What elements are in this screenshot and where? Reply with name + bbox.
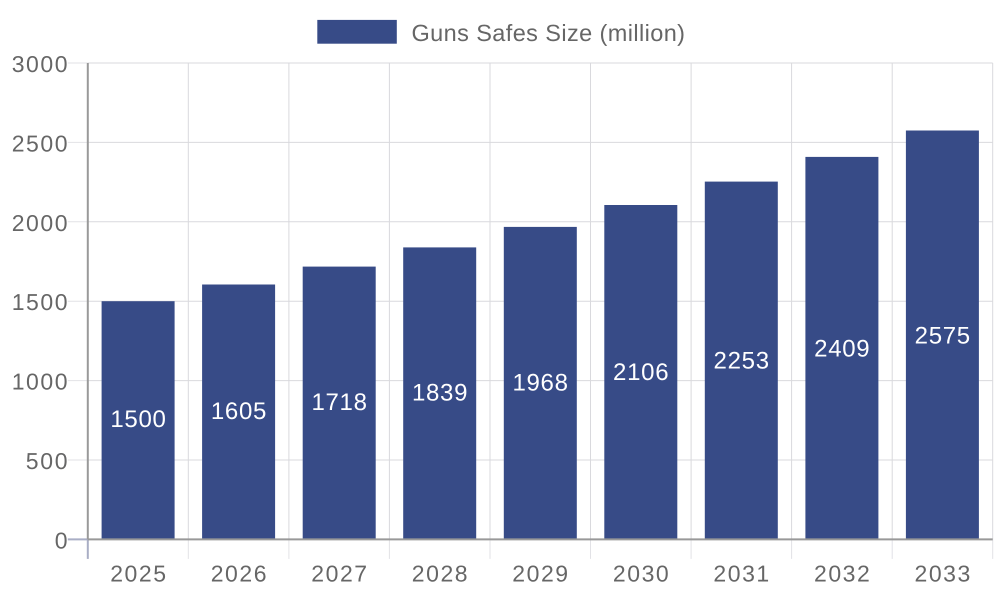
svg-text:2500: 2500 (12, 130, 68, 156)
svg-text:0: 0 (55, 527, 68, 553)
svg-text:Guns Safes Size (million): Guns Safes Size (million) (412, 20, 686, 46)
svg-text:1968: 1968 (512, 370, 568, 397)
svg-text:2253: 2253 (714, 347, 770, 374)
svg-text:2031: 2031 (713, 561, 769, 587)
svg-text:2575: 2575 (915, 322, 971, 349)
svg-text:2025: 2025 (110, 561, 166, 587)
svg-text:2026: 2026 (211, 561, 267, 587)
svg-text:500: 500 (26, 448, 68, 474)
svg-text:3000: 3000 (12, 51, 68, 77)
svg-text:2106: 2106 (613, 359, 669, 386)
svg-text:2409: 2409 (814, 335, 870, 362)
svg-text:2033: 2033 (915, 561, 971, 587)
svg-text:1000: 1000 (12, 369, 68, 395)
svg-text:1500: 1500 (110, 406, 166, 433)
svg-text:2028: 2028 (412, 561, 468, 587)
svg-text:2000: 2000 (12, 210, 68, 236)
svg-text:2027: 2027 (311, 561, 367, 587)
svg-text:2032: 2032 (814, 561, 870, 587)
svg-text:1605: 1605 (211, 398, 267, 425)
svg-text:2029: 2029 (512, 561, 568, 587)
svg-text:1500: 1500 (12, 289, 68, 315)
svg-text:1718: 1718 (311, 389, 367, 416)
svg-text:1839: 1839 (412, 380, 468, 407)
svg-text:2030: 2030 (613, 561, 669, 587)
